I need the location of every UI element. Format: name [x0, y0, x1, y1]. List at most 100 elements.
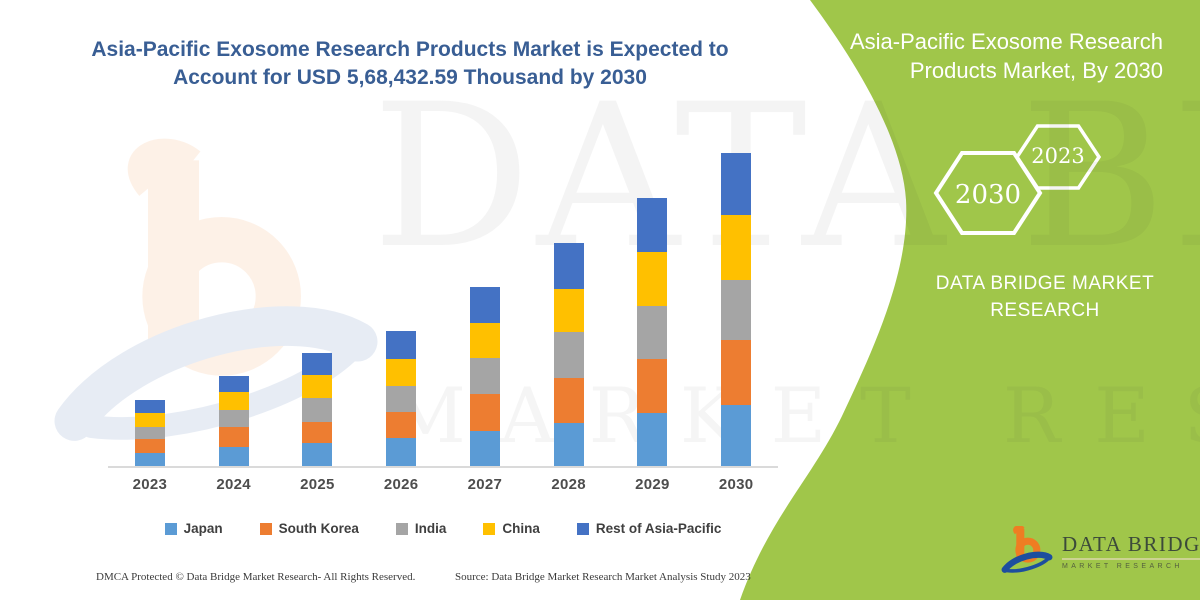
- x-tick-column: 2030: [694, 476, 778, 493]
- bar-segment-rest-of-asia-pacific: [721, 152, 752, 216]
- hexagon-2023-label: 2023: [1031, 144, 1085, 168]
- bar-segment-rest-of-asia-pacific: [218, 376, 249, 392]
- bar-segment-china: [302, 375, 333, 398]
- bar-segment-china: [637, 252, 668, 306]
- bar-segment-rest-of-asia-pacific: [302, 353, 333, 376]
- hexagon-2023-icon: [1014, 124, 1102, 190]
- bar-segment-india: [637, 305, 668, 360]
- bar-segment-rest-of-asia-pacific: [469, 286, 500, 323]
- bar-segment-japan: [721, 404, 752, 466]
- bar-segment-japan: [553, 422, 584, 466]
- bar-segment-south-korea: [302, 421, 333, 443]
- bar-segment-india: [302, 397, 333, 422]
- bar-segment-south-korea: [553, 378, 584, 423]
- dbmr-logo-watermark-icon: [54, 138, 378, 441]
- x-tick-2025: 2025: [300, 476, 335, 493]
- x-tick-2026: 2026: [383, 476, 419, 493]
- bar-segment-china: [134, 412, 165, 427]
- bar-column-2029: [611, 152, 695, 466]
- bar-segment-south-korea: [721, 340, 752, 405]
- x-tick-2029: 2029: [635, 476, 670, 493]
- bar-segment-india: [386, 386, 417, 412]
- bar-segment-south-korea: [134, 438, 165, 453]
- legend-item-china: China: [483, 521, 540, 536]
- bar-segment-south-korea: [218, 426, 249, 447]
- bar-2030: [721, 152, 752, 466]
- bar-column-2025: [276, 152, 360, 466]
- legend-label-south-korea: South Korea: [278, 521, 359, 536]
- plot-area: [108, 152, 778, 468]
- bar-2026: [386, 331, 417, 466]
- x-tick-column: 2028: [527, 476, 611, 493]
- legend-label-india: India: [414, 521, 447, 536]
- watermark-text-line2: MARKET RESEARCH: [388, 371, 1200, 460]
- bar-2028: [553, 242, 584, 466]
- stacked-bar-chart: 2023 2024 2025 2026 2027 2028 2029 2030: [108, 152, 778, 493]
- bar-2027: [469, 286, 500, 466]
- bar-segment-india: [218, 409, 249, 427]
- x-tick-column: 2027: [443, 476, 527, 493]
- dbmr-logo-subtext: MARKET RESEARCH: [1062, 563, 1183, 570]
- legend-label-rest-of-asia-pacific: Rest of Asia-Pacific: [595, 521, 722, 536]
- legend-item-india: India: [395, 521, 447, 536]
- bar-segment-south-korea: [469, 393, 500, 431]
- bar-column-2027: [443, 152, 527, 466]
- bar-segment-japan: [218, 446, 249, 466]
- x-tick-2030: 2030: [718, 476, 754, 493]
- bar-segment-india: [134, 426, 165, 439]
- side-panel-heading: Asia-Pacific Exosome Research Products M…: [849, 29, 1163, 83]
- side-panel-brand-text: DATA BRIDGE MARKET RESEARCH: [935, 273, 1155, 321]
- bar-segment-rest-of-asia-pacific: [134, 399, 165, 413]
- hexagon-2030-label: 2030: [954, 180, 1022, 210]
- footer-source-text: Source: Data Bridge Market Research Mark…: [455, 571, 751, 583]
- legend-item-south-korea: South Korea: [259, 521, 359, 536]
- legend-swatch-south-korea: [259, 522, 272, 535]
- x-tick-2028: 2028: [551, 476, 586, 493]
- bar-column-2023: [108, 152, 192, 466]
- bar-segment-japan: [469, 430, 500, 466]
- dbmr-logo-icon: [1001, 526, 1053, 573]
- x-tick-2024: 2024: [216, 476, 251, 493]
- x-axis-labels: 2023 2024 2025 2026 2027 2028 2029 2030: [108, 476, 778, 493]
- hexagon-2030-icon: [933, 151, 1043, 235]
- legend-item-rest-of-asia-pacific: Rest of Asia-Pacific: [576, 521, 722, 536]
- x-tick-column: 2024: [192, 476, 276, 493]
- bar-segment-japan: [637, 412, 668, 466]
- bar-segment-japan: [134, 452, 165, 466]
- watermark-text-line1: DATA BRIDGE: [372, 61, 1200, 292]
- bar-segment-japan: [302, 442, 333, 466]
- legend-item-japan: Japan: [164, 521, 223, 536]
- x-tick-2027: 2027: [467, 476, 503, 493]
- legend-label-japan: Japan: [183, 521, 223, 536]
- legend-swatch-japan: [164, 522, 177, 535]
- bar-segment-south-korea: [386, 411, 417, 438]
- chart-legend: Japan South Korea India China Rest of Asia-P…: [108, 521, 778, 536]
- green-panel-shape: [740, 0, 1200, 600]
- bar-segment-south-korea: [637, 359, 668, 413]
- x-tick-column: 2029: [611, 476, 695, 493]
- bar-segment-india: [553, 332, 584, 379]
- dbmr-logo: DATA BRIDGE MARKET RESEARCH: [1000, 526, 1200, 576]
- legend-label-china: China: [502, 521, 540, 536]
- x-tick-column: 2025: [276, 476, 360, 493]
- bar-column-2030: [694, 152, 778, 466]
- legend-swatch-china: [483, 522, 496, 535]
- bar-2025: [302, 353, 333, 466]
- legend-swatch-india: [395, 522, 408, 535]
- bar-column-2024: [192, 152, 276, 466]
- bar-2029: [637, 198, 668, 466]
- bar-2024: [218, 376, 249, 466]
- x-tick-column: 2023: [108, 476, 192, 493]
- footer-dmca-text: DMCA Protected © Data Bridge Market Rese…: [96, 571, 416, 583]
- legend-swatch-rest-of-asia-pacific: [576, 522, 589, 535]
- bar-segment-rest-of-asia-pacific: [386, 331, 417, 360]
- bar-segment-rest-of-asia-pacific: [553, 242, 584, 289]
- bar-segment-china: [218, 391, 249, 410]
- chart-title: Asia-Pacific Exosome Research Products M…: [91, 38, 729, 89]
- bar-segment-india: [721, 279, 752, 341]
- bar-segment-china: [386, 359, 417, 387]
- bar-segment-japan: [386, 437, 417, 466]
- x-tick-2023: 2023: [132, 476, 168, 493]
